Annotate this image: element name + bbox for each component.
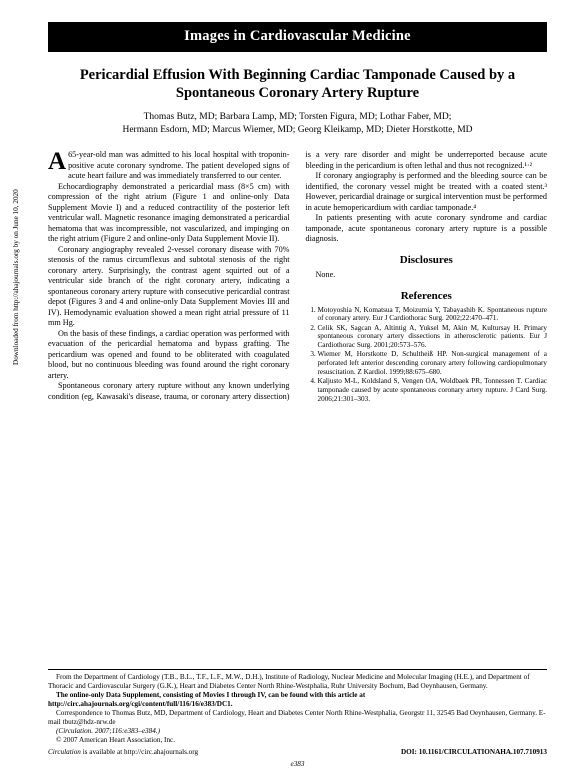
paragraph-4: On the basis of these findings, a cardia… bbox=[48, 329, 290, 382]
authors-line-1: Thomas Butz, MD; Barbara Lamp, MD; Torst… bbox=[144, 112, 452, 122]
references-list: Motoyoshia N, Komatsua T, Moizumia Y, Ta… bbox=[306, 306, 548, 404]
disclosures-heading: Disclosures bbox=[306, 253, 548, 267]
page-number: e383 bbox=[48, 760, 547, 769]
reference-item: Wiemer M, Horstkotte D, Schultheiß HP. N… bbox=[318, 350, 548, 376]
footer-correspondence: Correspondence to Thomas Butz, MD, Depar… bbox=[48, 709, 547, 727]
footer-availability: Circulation Circulation is available at … bbox=[48, 748, 198, 757]
download-watermark: Downloaded from http://ahajournals.org b… bbox=[12, 189, 21, 365]
footer-block: From the Department of Cardiology (T.B.,… bbox=[48, 669, 547, 769]
footer-doi: DOI: 10.1161/CIRCULATIONAHA.107.710913 bbox=[401, 748, 547, 757]
article-body-columns: A 65-year-old man was admitted to his lo… bbox=[48, 150, 547, 403]
author-list: Thomas Butz, MD; Barbara Lamp, MD; Torst… bbox=[48, 111, 547, 137]
authors-line-2: Hermann Esdorn, MD; Marcus Wiemer, MD; G… bbox=[122, 125, 472, 135]
footer-rule bbox=[48, 669, 547, 670]
paragraph-6: If coronary angiography is performed and… bbox=[306, 171, 548, 213]
reference-item: Kaljusto M-L, Koldsland S, Vengen OA, Wo… bbox=[318, 377, 548, 403]
footer-affiliation: From the Department of Cardiology (T.B.,… bbox=[48, 673, 547, 691]
reference-item: Celik SK, Sagcan A, Altintig A, Yuksel M… bbox=[318, 324, 548, 350]
footer-supplement: The online-only Data Supplement, consist… bbox=[48, 691, 547, 709]
paragraph-2: Echocardiography demonstrated a pericard… bbox=[48, 182, 290, 245]
journal-section-banner: Images in Cardiovascular Medicine bbox=[48, 22, 547, 52]
footer-bottom-row: Circulation Circulation is available at … bbox=[48, 748, 547, 757]
reference-item: Motoyoshia N, Komatsua T, Moizumia Y, Ta… bbox=[318, 306, 548, 324]
paragraph-3: Coronary angiography revealed 2-vessel c… bbox=[48, 245, 290, 329]
references-heading: References bbox=[306, 289, 548, 303]
footer-citation: (Circulation. 2007;116:e383–e384.) bbox=[48, 727, 547, 736]
footer-copyright: © 2007 American Heart Association, Inc. bbox=[48, 736, 547, 745]
paragraph-1: A 65-year-old man was admitted to his lo… bbox=[48, 150, 290, 182]
paragraph-7: In patients presenting with acute corona… bbox=[306, 213, 548, 245]
article-title: Pericardial Effusion With Beginning Card… bbox=[48, 66, 547, 102]
disclosures-body: None. bbox=[306, 270, 548, 281]
